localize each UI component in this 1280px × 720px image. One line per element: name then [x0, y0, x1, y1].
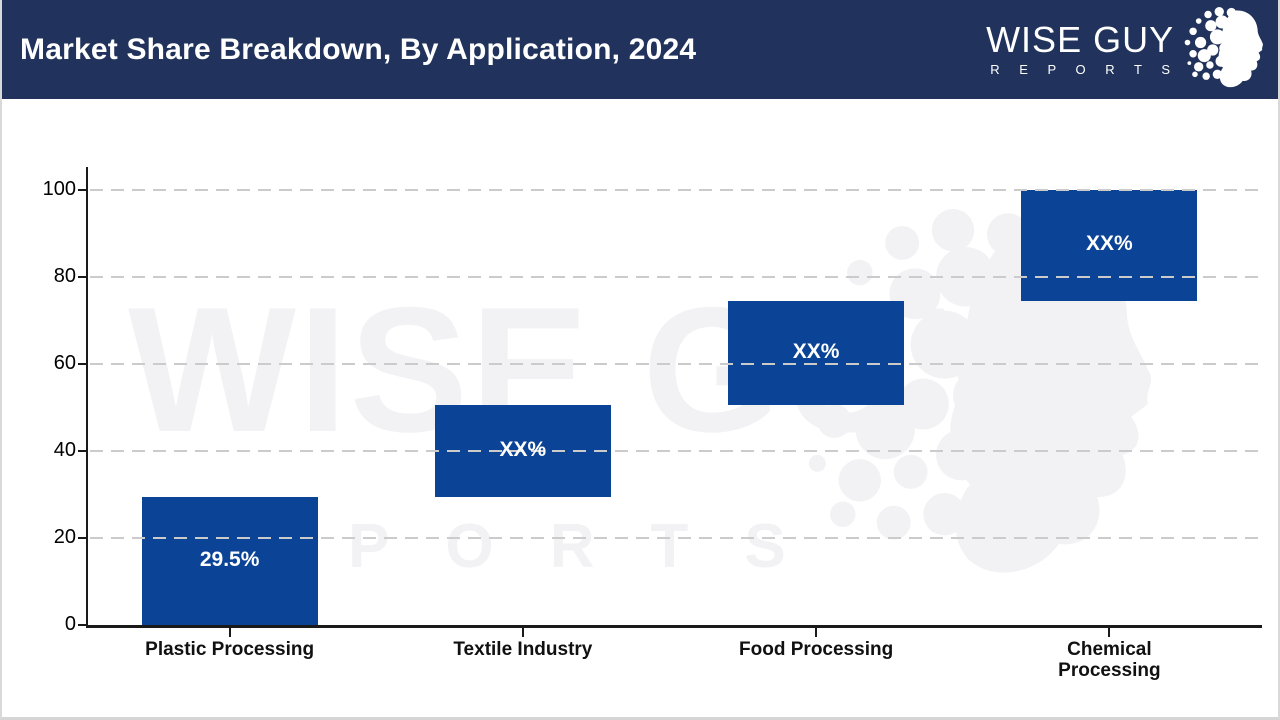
- y-tick-label-100: 100: [42, 178, 76, 200]
- bar-value-label: 29.5%: [199, 547, 260, 571]
- y-tick-label-20: 20: [53, 526, 76, 548]
- y-tick-label-0: 0: [64, 613, 76, 635]
- x-axis-line: [86, 625, 1262, 628]
- bar-value-label: XX%: [499, 438, 547, 461]
- y-tick-40: [78, 450, 87, 452]
- y-tick-100: [78, 189, 87, 191]
- x-tick-0: [228, 628, 231, 637]
- x-tick-1: [521, 628, 524, 637]
- bar-value-label: XX%: [792, 340, 840, 364]
- page-title: Market Share Breakdown, By Application, …: [20, 32, 697, 66]
- waterfall-chart: WISE GUY REPORTS 0 20 40 60 80 100 29.5% Plasti…: [0, 99, 1280, 720]
- gridline-20: [90, 537, 1260, 539]
- y-tick-0: [78, 624, 87, 626]
- brand-logo: WISE GUY R E P O R T S: [982, 6, 1266, 93]
- gridline-40: [90, 450, 1260, 452]
- y-tick-20: [78, 537, 87, 539]
- y-tick-label-40: 40: [53, 439, 76, 461]
- brand-logo-text: WISE GUY R E P O R T S: [982, 19, 1178, 78]
- y-tick-80: [78, 276, 87, 278]
- gridline-60: [90, 363, 1260, 365]
- bar-plastic-processing: [141, 496, 318, 625]
- x-axis-label: Food Processing: [739, 639, 894, 660]
- y-tick-60: [78, 363, 87, 365]
- bar-chemical-processing: [1021, 190, 1198, 301]
- x-axis-label: Plastic Processing: [145, 639, 315, 660]
- brand-face-icon: [1184, 6, 1263, 87]
- x-tick-3: [1108, 628, 1111, 637]
- gridline-80: [90, 276, 1260, 278]
- y-tick-label-80: 80: [53, 265, 76, 287]
- report-header: Market Share Breakdown, By Application, …: [0, 0, 1280, 99]
- x-axis-label: Chemical Processing: [1058, 639, 1161, 681]
- gridline-100: [90, 189, 1260, 191]
- y-axis-line: [86, 167, 88, 628]
- bar-food-processing: [728, 300, 905, 406]
- x-axis-label: Textile Industry: [453, 639, 593, 660]
- brand-subtitle: R E P O R T S: [990, 62, 1178, 77]
- brand-name: WISE GUY: [986, 19, 1175, 60]
- bar-value-label: XX%: [1086, 232, 1133, 256]
- x-tick-2: [815, 628, 818, 637]
- y-tick-label-60: 60: [53, 352, 76, 374]
